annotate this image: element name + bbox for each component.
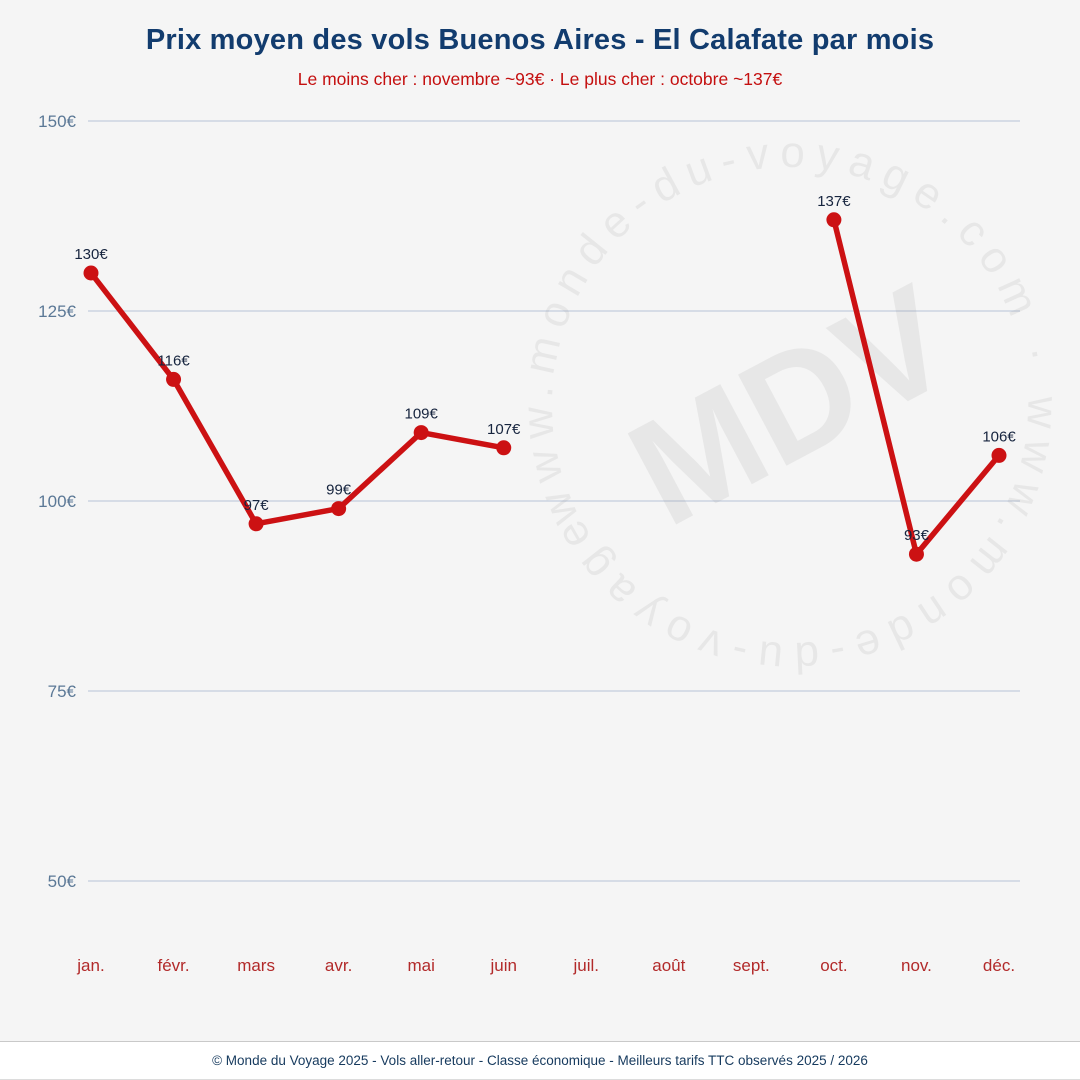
data-point (908, 546, 924, 562)
x-month-label: oct. (820, 956, 847, 975)
chart-footer: © Monde du Voyage 2025 - Vols aller-reto… (0, 1041, 1080, 1080)
x-month-label: févr. (157, 956, 189, 975)
data-point-label: 93€ (904, 527, 930, 544)
data-point (826, 212, 842, 228)
footer-text: © Monde du Voyage 2025 - Vols aller-reto… (212, 1053, 868, 1068)
x-month-label: juin (489, 956, 516, 975)
data-point-label: 137€ (817, 193, 851, 210)
x-month-label: nov. (901, 956, 932, 975)
y-tick-label: 75€ (48, 682, 77, 701)
y-tick-label: 125€ (38, 302, 76, 321)
data-point-label: 106€ (982, 428, 1016, 445)
data-point (496, 440, 512, 456)
chart-title: Prix moyen des vols Buenos Aires - El Ca… (145, 24, 935, 56)
y-tick-label: 100€ (38, 492, 76, 511)
x-month-label: juil. (573, 956, 600, 975)
data-point-label: 130€ (74, 246, 108, 263)
data-point-label: 99€ (326, 482, 352, 499)
watermark: www.monde-du-voyage.com · www.monde-du-v… (415, 30, 1080, 781)
chart-header: Prix moyen des vols Buenos Aires - El Ca… (0, 0, 1080, 90)
data-point-label: 97€ (244, 497, 270, 514)
data-point (413, 425, 429, 441)
x-month-label: août (652, 956, 685, 975)
data-point-label: 116€ (157, 352, 190, 369)
data-point (83, 265, 99, 281)
x-month-label: mai (407, 956, 434, 975)
x-month-label: mars (237, 956, 275, 975)
watermark-center-text: MDV (603, 253, 976, 558)
chart-subtitle: Le moins cher : novembre ~93€ · Le plus … (297, 69, 783, 89)
data-point (991, 447, 1007, 463)
data-point-label: 109€ (404, 406, 438, 423)
data-point (166, 371, 182, 387)
x-month-label: déc. (983, 956, 1015, 975)
price-line (88, 270, 507, 527)
x-month-label: sept. (733, 956, 770, 975)
data-point-label: 107€ (487, 421, 521, 438)
x-month-label: jan. (76, 956, 104, 975)
y-tick-label: 50€ (48, 872, 77, 891)
x-month-label: avr. (325, 956, 352, 975)
y-tick-label: 150€ (38, 112, 76, 131)
data-point (248, 516, 264, 532)
data-point (331, 501, 347, 517)
